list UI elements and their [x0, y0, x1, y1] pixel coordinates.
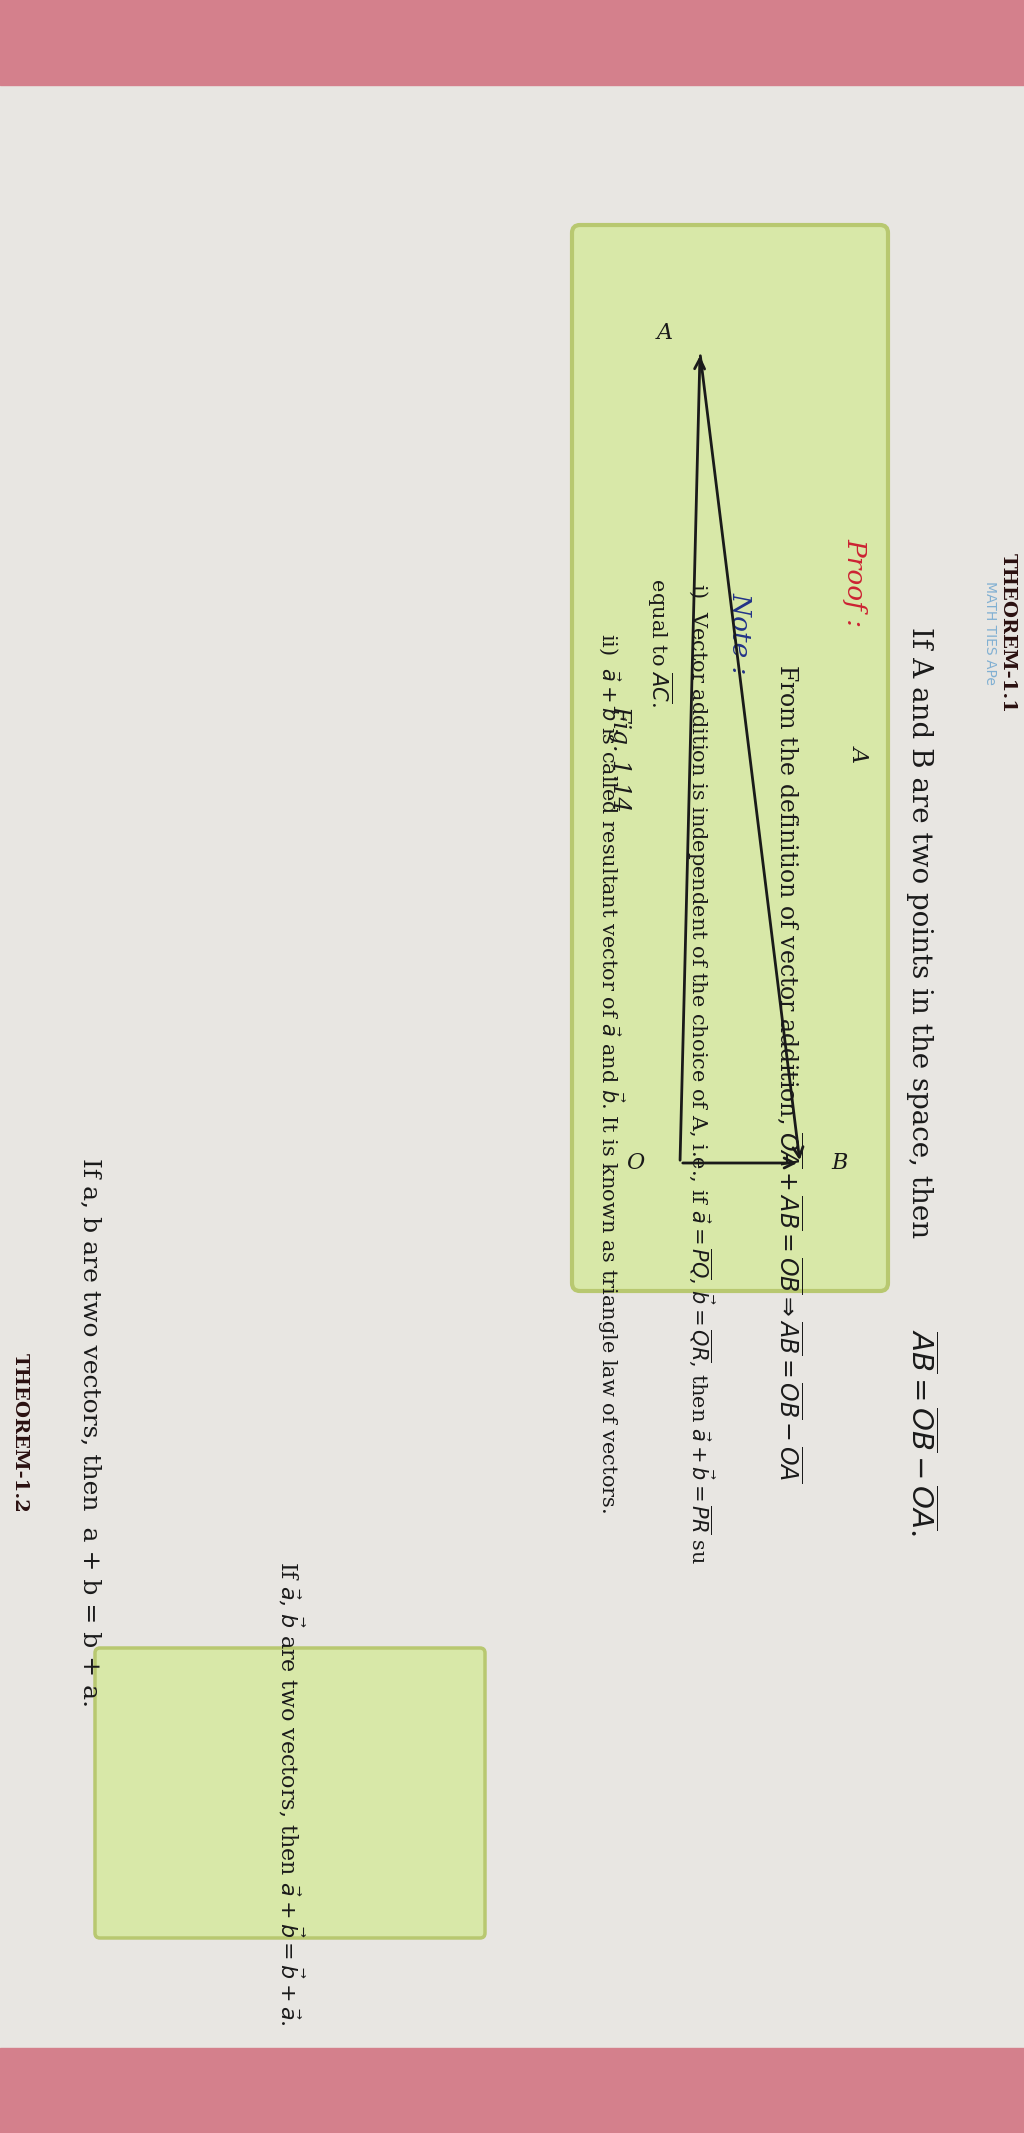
- Text: Proof :: Proof :: [843, 538, 867, 627]
- Text: O: O: [626, 1152, 644, 1173]
- Text: A: A: [657, 322, 673, 343]
- Text: THEOREM-1.2: THEOREM-1.2: [11, 1352, 29, 1512]
- Text: If a, b are two vectors, then  a + b = b + a.: If a, b are two vectors, then a + b = b …: [79, 1158, 101, 1709]
- Text: $\overline{AB} = \overline{OB} - \overline{OA}$.: $\overline{AB} = \overline{OB} - \overli…: [904, 1329, 936, 1536]
- Text: A: A: [849, 744, 871, 761]
- Bar: [0, 2048, 1024, 2133]
- Text: Note :: Note :: [727, 591, 753, 674]
- FancyBboxPatch shape: [572, 224, 888, 1290]
- Text: Fig. 1.14: Fig. 1.14: [608, 704, 632, 811]
- Text: If A and B are two points in the space, then: If A and B are two points in the space, …: [906, 627, 934, 1239]
- Text: From the definition of vector addition, $\overline{OA} + \overline{AB} = \overli: From the definition of vector addition, …: [775, 663, 805, 1482]
- Text: B: B: [831, 1152, 848, 1173]
- Bar: [0, 0, 1024, 85]
- Text: i)  Vector addition is independent of the choice of A, i.e., if $\vec{a} = \over: i) Vector addition is independent of the…: [685, 582, 716, 1563]
- FancyBboxPatch shape: [95, 1649, 485, 1939]
- Text: THEOREM-1.1: THEOREM-1.1: [999, 552, 1017, 712]
- Text: MATH TIES APe: MATH TIES APe: [983, 580, 997, 685]
- Text: If $\vec{a}$, $\vec{b}$ are two vectors, then $\vec{a} + \vec{b} = \vec{b} + \ve: If $\vec{a}$, $\vec{b}$ are two vectors,…: [275, 1561, 305, 2026]
- Text: equal to $\overline{AC}$.: equal to $\overline{AC}$.: [645, 559, 675, 706]
- Text: ii)  $\vec{a} + \vec{b}$ is called resultant vector of $\vec{a}$ and $\vec{b}$. : ii) $\vec{a} + \vec{b}$ is called result…: [595, 634, 626, 1512]
